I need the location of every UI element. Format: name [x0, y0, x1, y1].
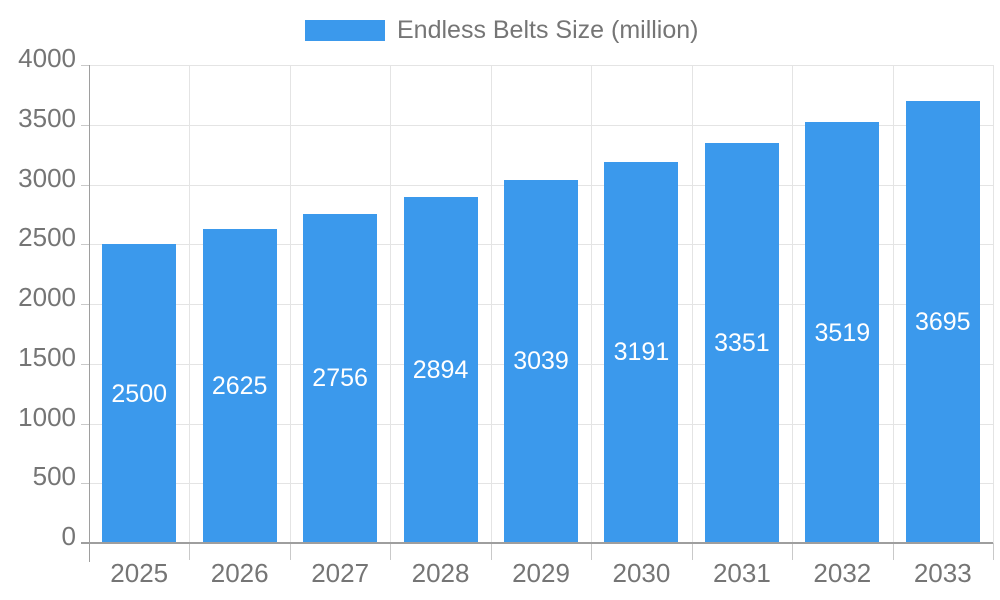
bar-value-label: 3519: [814, 318, 871, 347]
x-axis-line: [81, 542, 993, 544]
y-axis-tick: [81, 124, 89, 126]
y-axis-tick: [81, 304, 89, 305]
bar-value-label: 2625: [211, 372, 268, 401]
legend-label: Endless Belts Size (million): [397, 16, 699, 44]
y-axis-tick: [81, 65, 89, 66]
x-axis-label: 2031: [712, 558, 771, 588]
x-axis-tick: [289, 543, 291, 560]
y-axis-label: 3000: [18, 162, 76, 193]
bar-value-label: 3351: [714, 328, 770, 357]
y-axis-label: 3500: [18, 102, 76, 133]
bar-value-label: 2894: [412, 356, 469, 385]
bar: [704, 142, 779, 543]
y-axis-label: 1500: [18, 341, 76, 372]
gridline-vertical: [289, 65, 291, 543]
bar: [504, 179, 578, 543]
bar-value-label: 2756: [312, 364, 368, 393]
bar-value-label: 3191: [613, 338, 670, 367]
y-axis-line: [89, 65, 90, 562]
x-axis-label: 2027: [311, 558, 370, 588]
gridline-vertical: [390, 65, 392, 543]
gridline-vertical: [591, 65, 593, 543]
y-axis-tick: [81, 363, 89, 365]
bar: [905, 101, 980, 543]
x-axis-tick: [691, 543, 693, 560]
y-axis-tick: [81, 423, 89, 425]
y-axis-label: 2500: [18, 222, 76, 253]
y-axis-label: 1000: [18, 401, 76, 432]
x-axis-tick: [993, 543, 994, 560]
gridline-vertical: [691, 65, 693, 543]
x-axis-tick: [189, 543, 191, 560]
gridline-horizontal: [89, 124, 993, 126]
bar: [805, 122, 880, 543]
y-axis-label: 500: [32, 461, 76, 492]
bar: [102, 244, 177, 543]
x-axis-tick: [390, 543, 392, 560]
gridline-vertical: [189, 65, 191, 543]
x-axis-label: 2025: [110, 558, 169, 588]
y-axis-label: 4000: [18, 43, 76, 73]
y-axis-tick: [81, 184, 89, 186]
x-axis-tick: [892, 543, 894, 560]
gridline-vertical: [490, 65, 492, 543]
bar: [202, 229, 277, 543]
bar: [303, 213, 378, 543]
bar-value-label: 3039: [513, 347, 569, 376]
x-axis-label: 2030: [612, 558, 671, 588]
x-axis-tick: [591, 543, 593, 560]
y-axis-tick: [81, 244, 89, 246]
legend: Endless Belts Size (million): [305, 16, 699, 44]
bar: [604, 161, 679, 543]
x-axis-label: 2032: [813, 558, 872, 588]
x-axis-label: 2028: [411, 558, 470, 588]
x-axis-label: 2029: [512, 558, 570, 588]
bar: [403, 197, 478, 543]
gridline-horizontal: [89, 65, 993, 66]
y-axis-label: 0: [61, 521, 76, 551]
x-axis-label: 2033: [913, 558, 972, 588]
bar-value-label: 3695: [914, 308, 971, 337]
x-axis-tick: [792, 543, 794, 560]
bar-value-label: 2500: [111, 379, 168, 408]
x-axis-tick: [490, 543, 492, 560]
y-axis-label: 2000: [18, 282, 76, 312]
gridline-vertical: [792, 65, 794, 543]
y-axis-tick: [81, 483, 89, 485]
legend-swatch: [305, 20, 385, 41]
gridline-vertical: [892, 65, 894, 543]
x-axis-label: 2026: [210, 558, 269, 588]
gridline-vertical: [993, 65, 994, 543]
